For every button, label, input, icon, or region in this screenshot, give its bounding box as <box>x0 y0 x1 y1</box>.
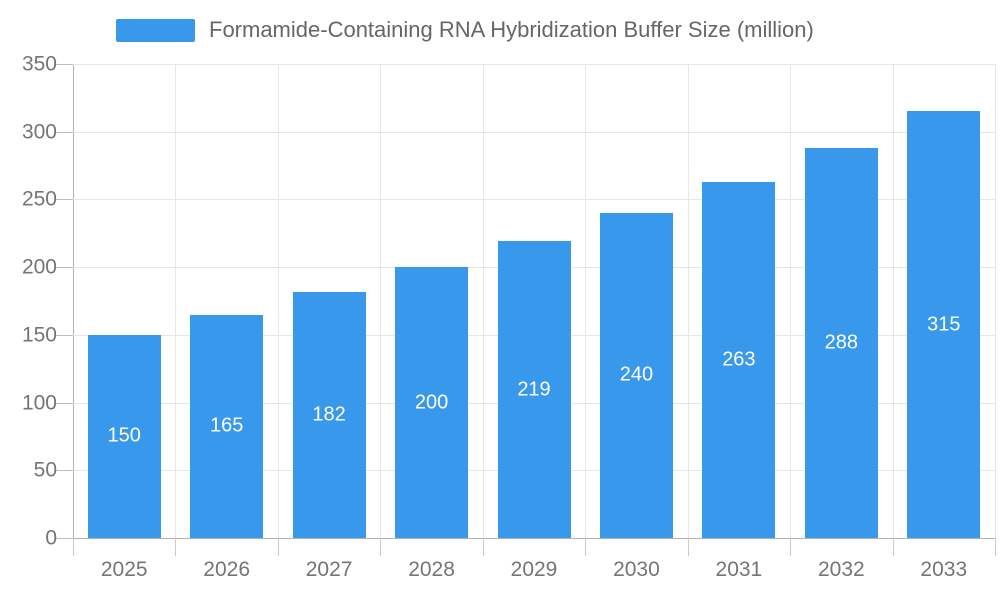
legend-label: Formamide-Containing RNA Hybridization B… <box>209 17 814 42</box>
bar-2032[interactable]: 288 <box>804 147 878 538</box>
y-axis-label: 200 <box>21 255 57 279</box>
x-axis-line <box>72 538 995 539</box>
y-axis-tick <box>55 402 73 404</box>
x-gridline <box>277 64 279 538</box>
x-axis-label: 2028 <box>408 558 455 581</box>
y-axis-label: 250 <box>21 187 57 211</box>
bar-2027[interactable]: 182 <box>292 291 366 538</box>
bar-2028[interactable]: 200 <box>395 267 469 538</box>
bar-2031[interactable]: 263 <box>702 181 776 538</box>
bar-2026[interactable]: 165 <box>190 314 264 538</box>
bar-value-label: 315 <box>927 313 961 336</box>
y-axis-tick <box>55 334 73 336</box>
x-axis-tick <box>995 538 996 556</box>
y-axis-tick <box>55 470 73 472</box>
bar-2030[interactable]: 240 <box>599 212 673 538</box>
x-gridline <box>995 64 996 538</box>
bar-2025[interactable]: 150 <box>87 334 161 538</box>
x-axis-tick <box>277 538 279 556</box>
x-gridline <box>892 64 894 538</box>
x-gridline <box>175 64 177 538</box>
x-axis-label: 2030 <box>613 558 660 581</box>
x-axis-tick <box>73 538 74 556</box>
x-axis-tick <box>790 538 792 556</box>
bar-value-label: 263 <box>722 348 756 371</box>
y-axis-label: 350 <box>21 52 57 76</box>
bar-value-label: 240 <box>619 363 654 386</box>
bar-value-label: 150 <box>107 424 141 447</box>
bar-value-label: 165 <box>209 414 244 437</box>
y-axis-label: 0 <box>45 526 57 550</box>
x-gridline <box>790 64 792 538</box>
bar-2029[interactable]: 219 <box>497 241 571 538</box>
bar-value-label: 219 <box>517 378 551 401</box>
y-axis-tick <box>55 199 73 201</box>
x-axis-label: 2029 <box>510 558 558 581</box>
plot-area: 0 50 100 150 200 250 300 350 2025 150 2026 165 2027 1… <box>22 54 996 581</box>
bar-value-label: 288 <box>824 331 859 354</box>
bar-value-label: 182 <box>312 403 346 426</box>
y-axis-line <box>73 64 74 555</box>
y-axis-label: 50 <box>33 458 57 482</box>
bar-2033[interactable]: 315 <box>907 111 981 538</box>
x-axis-tick <box>482 538 484 556</box>
x-axis-label: 2025 <box>100 558 148 581</box>
y-axis-label: 100 <box>21 391 57 415</box>
x-axis-tick <box>175 538 177 556</box>
y-gridline <box>73 199 995 201</box>
x-axis-label: 2032 <box>817 558 865 581</box>
x-gridline <box>687 64 689 538</box>
x-axis-label: 2026 <box>203 558 251 581</box>
x-axis-tick <box>892 538 894 556</box>
x-axis-tick <box>380 538 382 556</box>
y-axis-tick <box>55 538 73 539</box>
legend-item[interactable]: Formamide-Containing RNA Hybridization B… <box>116 17 814 43</box>
y-axis-label: 300 <box>21 120 57 144</box>
x-axis-tick <box>687 538 689 556</box>
x-gridline <box>585 64 587 538</box>
x-axis-label: 2027 <box>305 558 353 581</box>
x-gridline <box>482 64 484 538</box>
y-axis-tick <box>55 267 73 269</box>
y-axis-label: 150 <box>21 323 57 347</box>
y-axis-tick <box>55 64 73 65</box>
y-axis-tick <box>55 131 73 133</box>
x-gridline <box>380 64 382 538</box>
legend-swatch <box>116 18 195 42</box>
x-axis-label: 2031 <box>715 558 763 581</box>
x-axis-label: 2033 <box>920 558 968 581</box>
y-gridline <box>73 131 995 133</box>
y-gridline <box>73 64 995 65</box>
bar-value-label: 200 <box>414 391 449 414</box>
x-axis-tick <box>585 538 587 556</box>
